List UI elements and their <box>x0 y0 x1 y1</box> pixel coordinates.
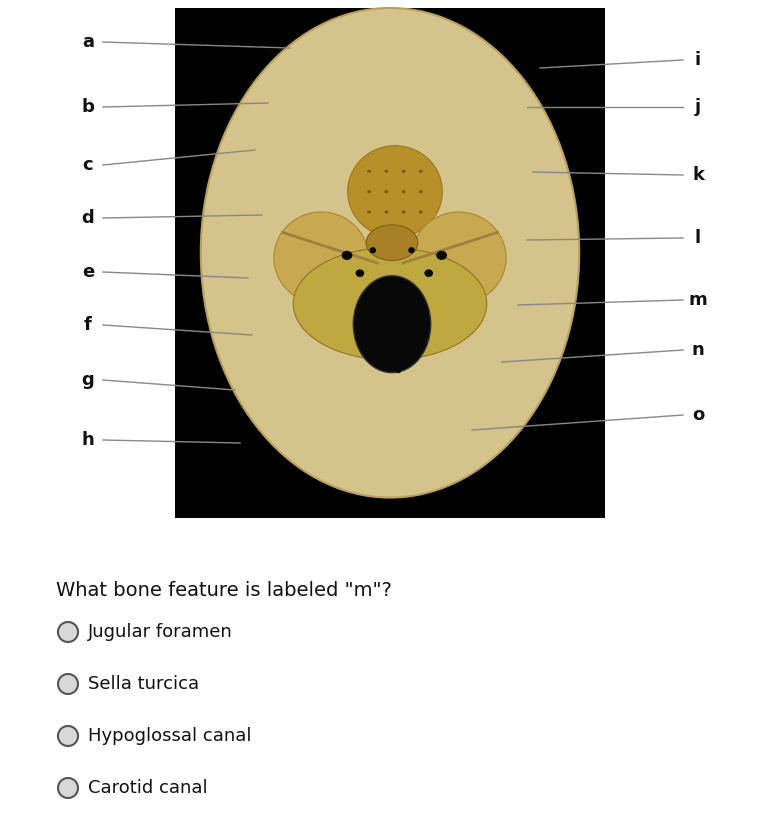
Ellipse shape <box>353 275 431 372</box>
Ellipse shape <box>200 8 580 497</box>
Text: b: b <box>82 98 94 116</box>
Ellipse shape <box>412 212 506 304</box>
Ellipse shape <box>419 169 423 173</box>
Circle shape <box>58 778 78 798</box>
Text: Carotid canal: Carotid canal <box>88 779 207 797</box>
Ellipse shape <box>367 169 371 173</box>
Ellipse shape <box>367 190 371 193</box>
Ellipse shape <box>402 210 406 214</box>
Text: k: k <box>692 166 704 184</box>
Ellipse shape <box>408 247 415 253</box>
Text: j: j <box>695 98 701 116</box>
Ellipse shape <box>366 224 418 261</box>
Text: c: c <box>83 156 94 174</box>
Ellipse shape <box>370 247 376 253</box>
Ellipse shape <box>293 247 487 360</box>
Circle shape <box>58 674 78 694</box>
Text: m: m <box>689 291 707 309</box>
Text: e: e <box>82 263 94 281</box>
Ellipse shape <box>274 212 368 304</box>
Ellipse shape <box>419 210 423 214</box>
Circle shape <box>58 726 78 746</box>
Text: i: i <box>695 51 701 69</box>
Text: g: g <box>82 371 94 389</box>
Ellipse shape <box>424 270 433 277</box>
Text: a: a <box>82 33 94 51</box>
Bar <box>175 8 605 518</box>
Ellipse shape <box>342 251 353 260</box>
Ellipse shape <box>419 190 423 193</box>
Ellipse shape <box>396 367 401 373</box>
Text: Sella turcica: Sella turcica <box>88 675 199 693</box>
Text: d: d <box>82 209 94 227</box>
Ellipse shape <box>356 270 364 277</box>
Ellipse shape <box>385 169 388 173</box>
Text: n: n <box>692 341 704 359</box>
Text: l: l <box>695 229 701 247</box>
Text: o: o <box>692 406 704 424</box>
Circle shape <box>58 622 78 642</box>
Ellipse shape <box>436 251 447 260</box>
Ellipse shape <box>367 210 371 214</box>
Ellipse shape <box>385 190 388 193</box>
Text: What bone feature is labeled "m"?: What bone feature is labeled "m"? <box>56 580 392 599</box>
Text: h: h <box>82 431 94 449</box>
Text: Hypoglossal canal: Hypoglossal canal <box>88 727 251 745</box>
Ellipse shape <box>348 145 442 238</box>
Ellipse shape <box>402 190 406 193</box>
Ellipse shape <box>402 169 406 173</box>
Ellipse shape <box>385 210 388 214</box>
Text: Jugular foramen: Jugular foramen <box>88 623 232 641</box>
Text: f: f <box>84 316 92 334</box>
